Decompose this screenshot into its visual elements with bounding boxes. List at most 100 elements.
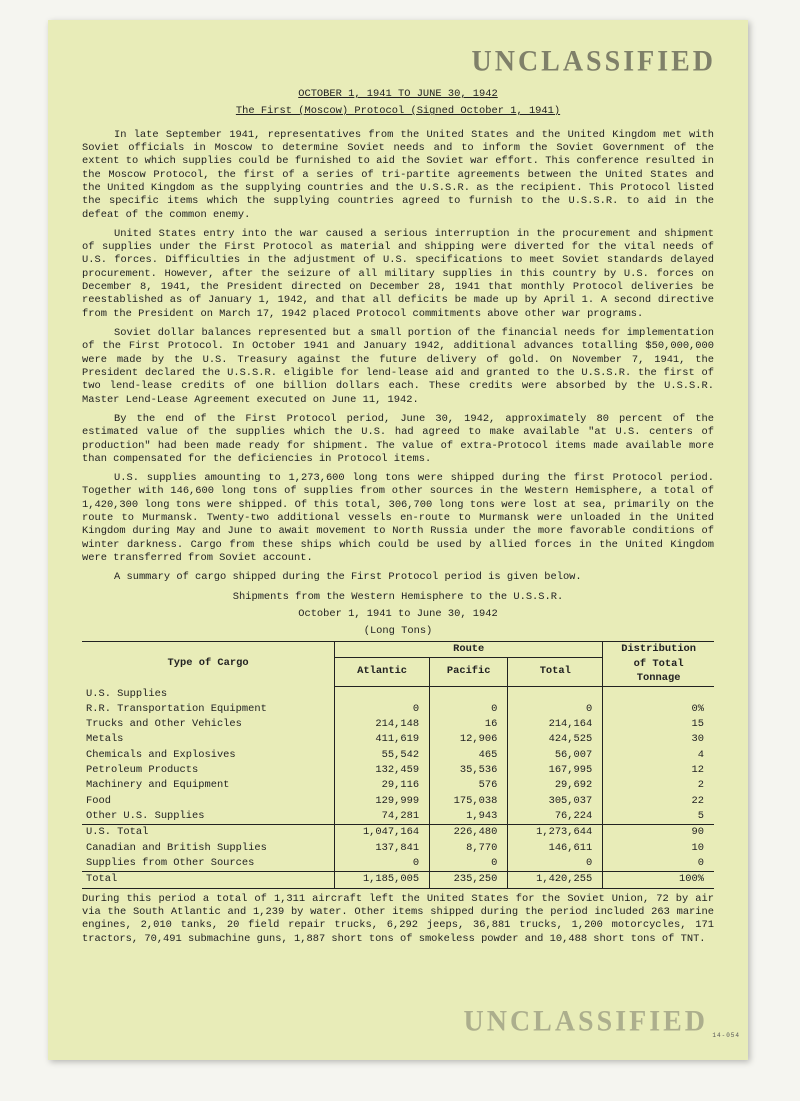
paragraph-4: By the end of the First Protocol period,… [82,413,714,466]
cell-atlantic: 411,619 [335,732,430,747]
cell-pacific: 576 [430,778,508,793]
cell-total: 146,611 [508,841,603,856]
doc-ref-number: 14-054 [712,1032,740,1040]
paragraph-2: United States entry into the war caused … [82,228,714,321]
cell-pacific: 16 [430,717,508,732]
th-total: Total [508,657,603,686]
cell-dist: 0% [603,702,714,717]
table-row: Food129,999175,038305,03722 [82,794,714,809]
cell-label: Chemicals and Explosives [82,748,335,763]
cell-dist: 90 [603,825,714,841]
table-row: Canadian and British Supplies137,8418,77… [82,841,714,856]
th-route: Route [335,641,603,657]
cell-label: Trucks and Other Vehicles [82,717,335,732]
table-row: R.R. Transportation Equipment0000% [82,702,714,717]
cell-total: 167,995 [508,763,603,778]
cell-pacific [430,687,508,702]
paragraph-6: A summary of cargo shipped during the Fi… [82,571,714,584]
cell-total [508,687,603,702]
cell-pacific: 35,536 [430,763,508,778]
cell-total: 29,692 [508,778,603,793]
cell-pacific: 226,480 [430,825,508,841]
cell-total: 1,420,255 [508,872,603,888]
cell-dist: 4 [603,748,714,763]
cell-pacific: 8,770 [430,841,508,856]
classification-stamp-top: UNCLASSIFIED [472,43,717,81]
cell-label: Canadian and British Supplies [82,841,335,856]
cell-label: U.S. Total [82,825,335,841]
th-dist23: of TotalTonnage [603,657,714,686]
cell-pacific: 1,943 [430,809,508,825]
cell-total: 0 [508,702,603,717]
table-row: Supplies from Other Sources0000 [82,856,714,872]
cell-total: 56,007 [508,748,603,763]
cell-total: 0 [508,856,603,872]
cell-atlantic: 137,841 [335,841,430,856]
th-type: Type of Cargo [82,641,335,686]
cell-total: 1,273,644 [508,825,603,841]
cell-atlantic: 74,281 [335,809,430,825]
scan-frame: UNCLASSIFIED OCTOBER 1, 1941 TO JUNE 30,… [0,0,800,1101]
cell-dist: 0 [603,856,714,872]
cell-label: Total [82,872,335,888]
cell-atlantic: 0 [335,702,430,717]
table-row: U.S. Supplies [82,687,714,702]
table-row: Total1,185,005235,2501,420,255100% [82,872,714,888]
cell-label: Metals [82,732,335,747]
cell-dist: 100% [603,872,714,888]
cell-label: Supplies from Other Sources [82,856,335,872]
cell-atlantic: 0 [335,856,430,872]
classification-stamp-bottom: UNCLASSIFIED [464,1003,709,1041]
cell-atlantic: 55,542 [335,748,430,763]
paragraph-3: Soviet dollar balances represented but a… [82,327,714,407]
cell-atlantic: 129,999 [335,794,430,809]
table-row: Metals411,61912,906424,52530 [82,732,714,747]
doc-subtitle: The First (Moscow) Protocol (Signed Octo… [82,105,714,118]
th-atlantic: Atlantic [335,657,430,686]
cell-pacific: 175,038 [430,794,508,809]
table-row: Other U.S. Supplies74,2811,94376,2245 [82,809,714,825]
table-row: Petroleum Products132,45935,536167,99512 [82,763,714,778]
paragraph-1: In late September 1941, representatives … [82,129,714,222]
table-row: Machinery and Equipment29,11657629,6922 [82,778,714,793]
doc-title: OCTOBER 1, 1941 TO JUNE 30, 1942 [82,88,714,101]
table-row: Trucks and Other Vehicles214,14816214,16… [82,717,714,732]
cell-pacific: 0 [430,856,508,872]
cell-pacific: 0 [430,702,508,717]
cell-label: Other U.S. Supplies [82,809,335,825]
th-pacific: Pacific [430,657,508,686]
table-title-2: October 1, 1941 to June 30, 1942 [82,608,714,621]
cell-dist: 15 [603,717,714,732]
cell-atlantic: 1,185,005 [335,872,430,888]
cell-dist [603,687,714,702]
th-dist1: Distribution [603,641,714,657]
cell-pacific: 12,906 [430,732,508,747]
cell-atlantic: 29,116 [335,778,430,793]
cell-dist: 30 [603,732,714,747]
paragraph-5: U.S. supplies amounting to 1,273,600 lon… [82,472,714,565]
cell-dist: 2 [603,778,714,793]
document-page: UNCLASSIFIED OCTOBER 1, 1941 TO JUNE 30,… [48,20,748,1060]
cell-label: Machinery and Equipment [82,778,335,793]
cell-total: 76,224 [508,809,603,825]
cell-dist: 10 [603,841,714,856]
cell-label: Petroleum Products [82,763,335,778]
cell-label: Food [82,794,335,809]
cell-total: 305,037 [508,794,603,809]
cell-atlantic: 214,148 [335,717,430,732]
table-title-1: Shipments from the Western Hemisphere to… [82,591,714,604]
cell-total: 214,164 [508,717,603,732]
cell-atlantic: 1,047,164 [335,825,430,841]
table-title-3: (Long Tons) [82,625,714,638]
cell-dist: 12 [603,763,714,778]
paragraph-7: During this period a total of 1,311 airc… [82,893,714,946]
cell-pacific: 235,250 [430,872,508,888]
cell-total: 424,525 [508,732,603,747]
cell-pacific: 465 [430,748,508,763]
cell-atlantic: 132,459 [335,763,430,778]
cargo-table: Type of Cargo Route Distribution Atlanti… [82,641,714,889]
cell-atlantic [335,687,430,702]
cell-dist: 22 [603,794,714,809]
cell-dist: 5 [603,809,714,825]
table-row: U.S. Total1,047,164226,4801,273,64490 [82,825,714,841]
